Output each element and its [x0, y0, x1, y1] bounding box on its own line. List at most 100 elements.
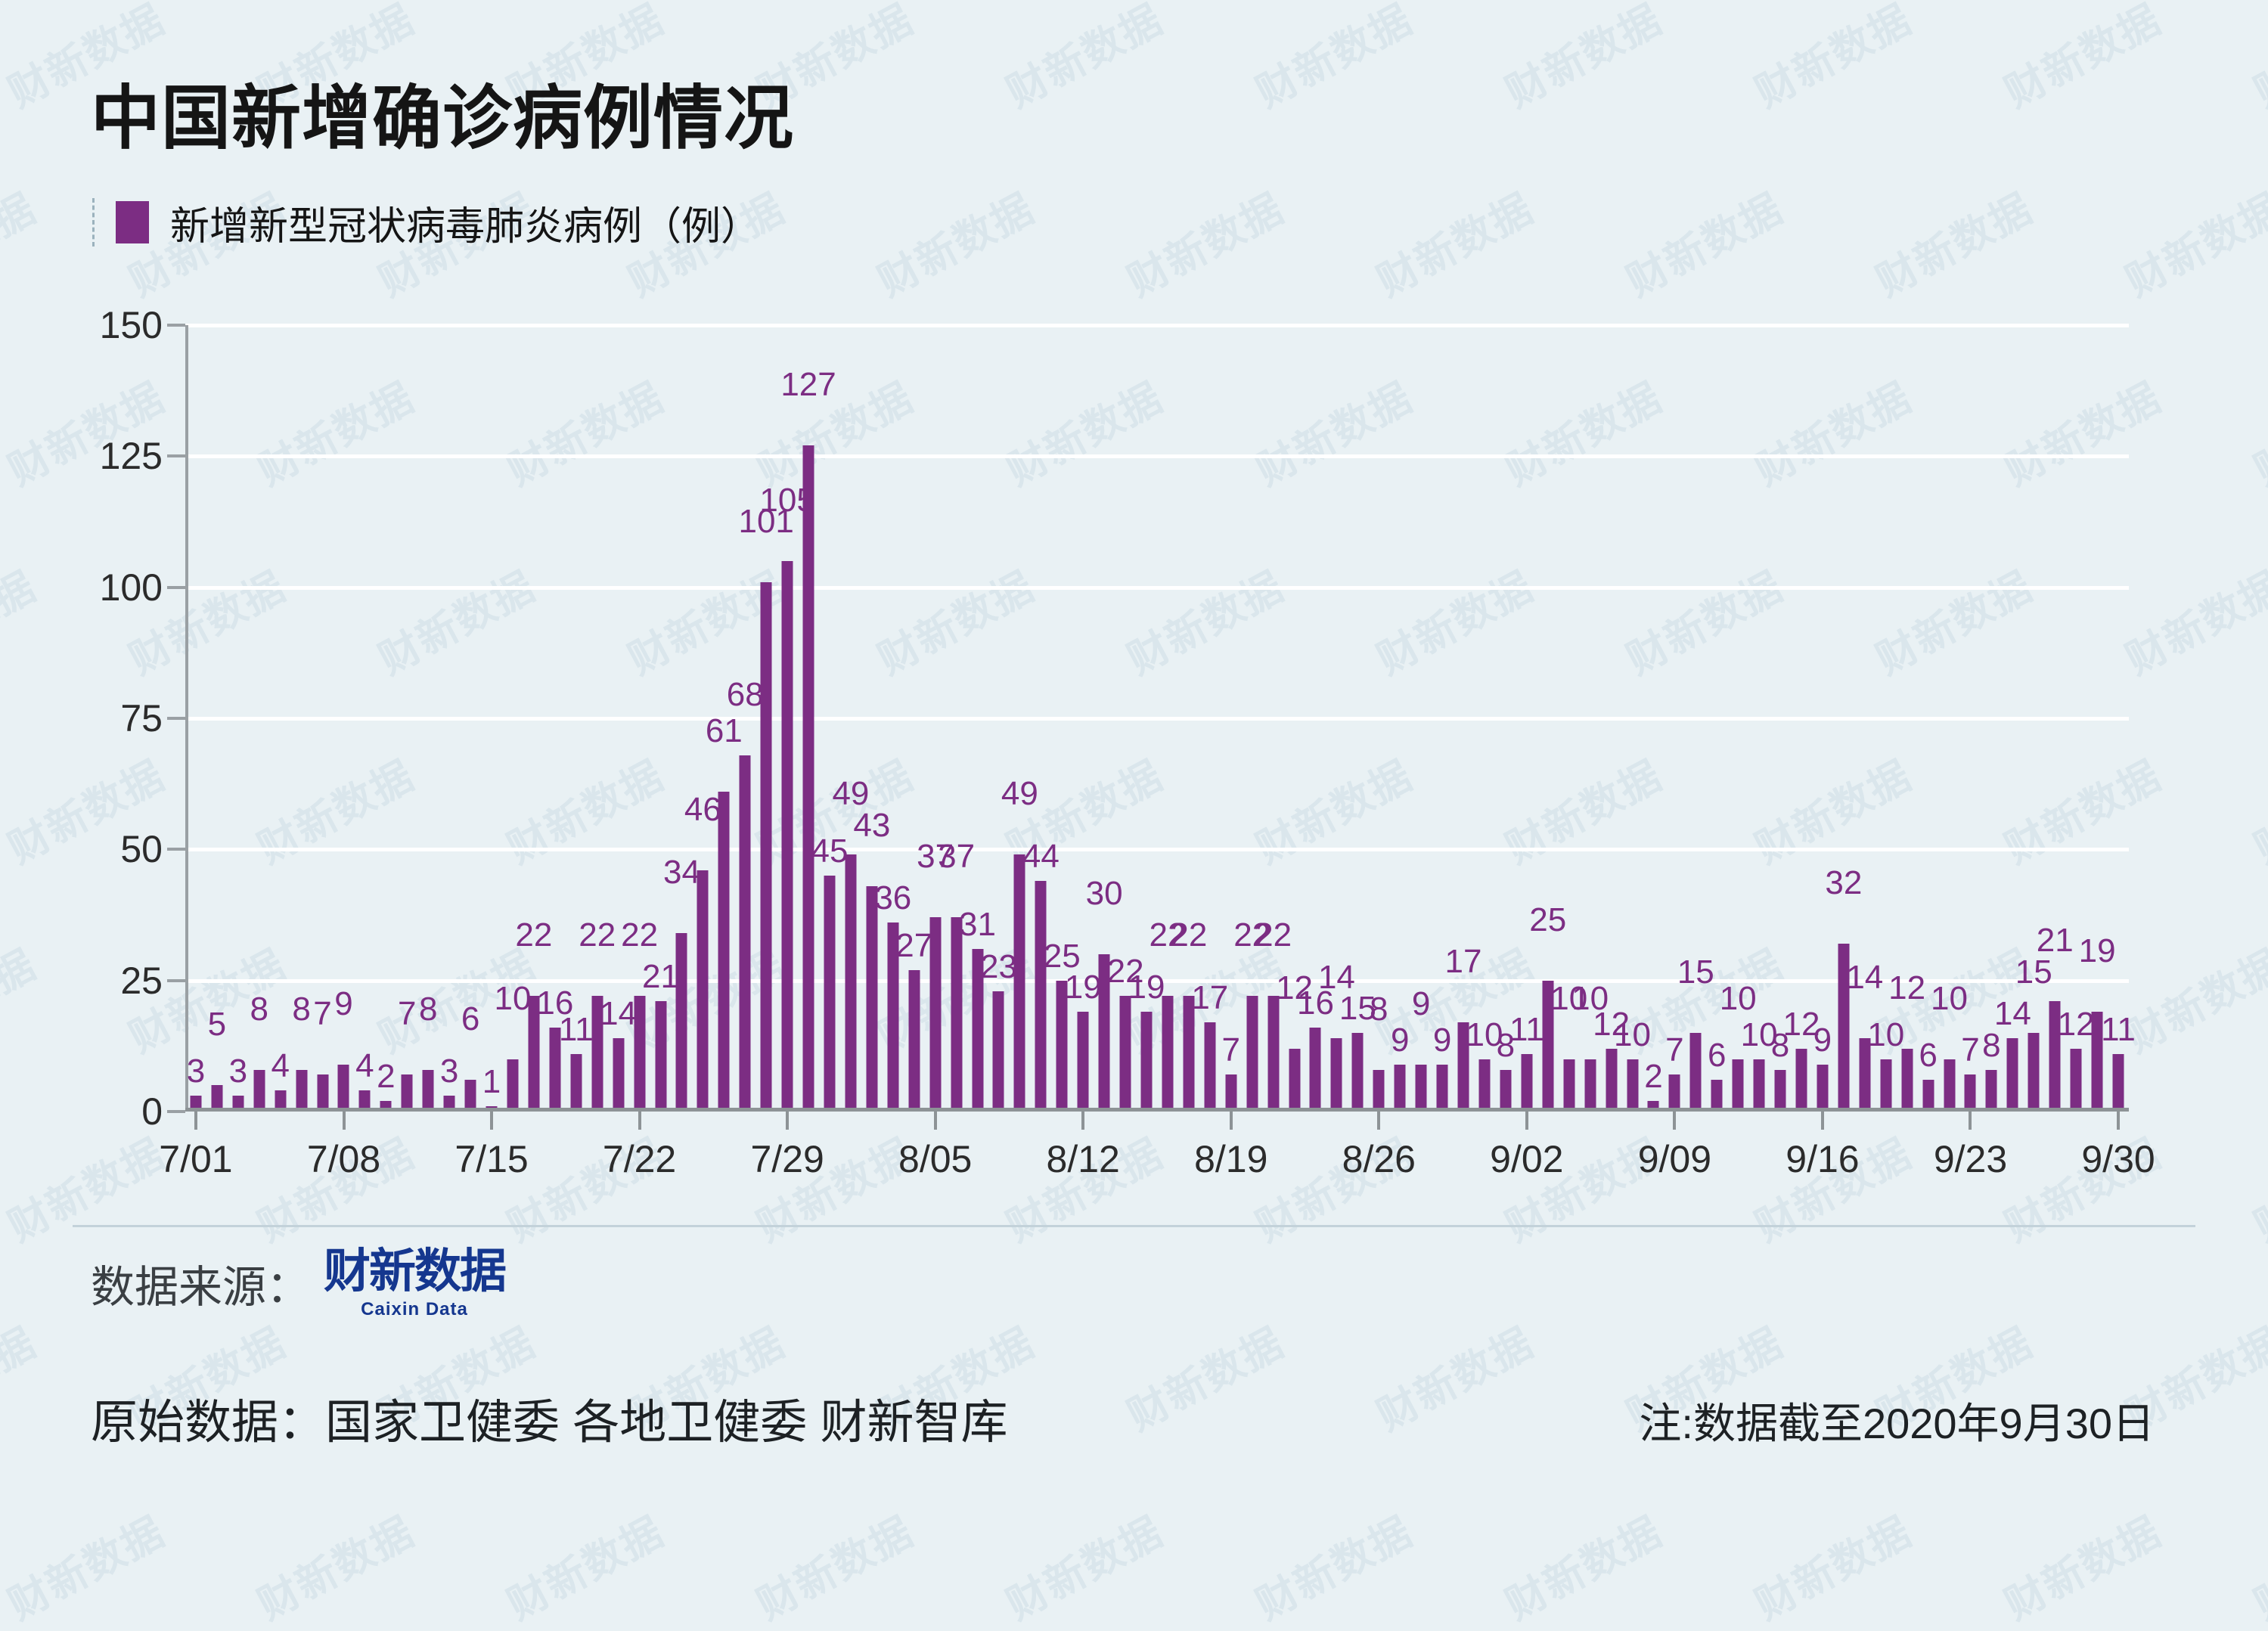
bar-slot[interactable]: 49	[1001, 325, 1038, 1112]
bar[interactable]	[232, 1096, 244, 1112]
bar[interactable]	[1753, 1059, 1765, 1112]
bar[interactable]	[1542, 980, 1554, 1112]
bar[interactable]	[866, 885, 878, 1112]
bar[interactable]	[1732, 1059, 1744, 1112]
bar[interactable]	[1838, 944, 1850, 1112]
bar[interactable]	[655, 1001, 667, 1112]
bar[interactable]	[1627, 1059, 1639, 1112]
bar-slot[interactable]: 3	[439, 325, 460, 1112]
bar-slot[interactable]: 37	[917, 325, 954, 1112]
bar[interactable]	[1478, 1059, 1491, 1112]
bar-slot[interactable]: 7	[1221, 325, 1242, 1112]
bar[interactable]	[739, 755, 751, 1112]
bar[interactable]	[296, 1069, 308, 1112]
bar[interactable]	[1944, 1059, 1956, 1112]
bar-slot[interactable]: 44	[1022, 325, 1060, 1112]
bar-slot[interactable]: 4	[270, 325, 291, 1112]
bar[interactable]	[1289, 1048, 1301, 1112]
bar[interactable]	[1246, 996, 1258, 1112]
bar-slot[interactable]: 3	[228, 325, 249, 1112]
bar-slot[interactable]: 11	[559, 325, 594, 1112]
bar-slot[interactable]: 16	[536, 325, 573, 1112]
bar-slot[interactable]: 22	[1107, 325, 1144, 1112]
bar[interactable]	[1267, 996, 1280, 1112]
bar[interactable]	[1309, 1028, 1321, 1112]
bar-slot[interactable]: 61	[706, 325, 743, 1112]
bar[interactable]	[2112, 1053, 2124, 1112]
bar[interactable]	[1119, 996, 1131, 1112]
bar[interactable]	[2070, 1048, 2082, 1112]
bar[interactable]	[1606, 1048, 1618, 1112]
bar[interactable]	[1013, 854, 1025, 1112]
bar[interactable]	[1183, 996, 1195, 1112]
bar[interactable]	[253, 1069, 265, 1112]
bar-slot[interactable]: 10	[494, 325, 531, 1112]
bar[interactable]	[2028, 1033, 2040, 1112]
bar-slot[interactable]: 22	[1149, 325, 1186, 1112]
bar[interactable]	[1817, 1064, 1829, 1112]
bar[interactable]	[337, 1064, 349, 1112]
bar[interactable]	[1880, 1059, 1892, 1112]
bar[interactable]	[1415, 1064, 1427, 1112]
bar-slot[interactable]: 30	[1086, 325, 1123, 1112]
bar-slot[interactable]: 15	[2015, 325, 2052, 1112]
bar-slot[interactable]: 14	[1318, 325, 1355, 1112]
bar-slot[interactable]: 6	[1706, 325, 1727, 1112]
bar[interactable]	[1521, 1053, 1533, 1112]
bar-slot[interactable]: 10	[1614, 325, 1651, 1112]
bar-slot[interactable]: 10	[1867, 325, 1904, 1112]
bar-slot[interactable]: 46	[684, 325, 721, 1112]
bar-slot[interactable]: 21	[2037, 325, 2074, 1112]
bar[interactable]	[992, 991, 1004, 1112]
bar[interactable]	[464, 1080, 476, 1112]
bar-slot[interactable]: 8	[417, 325, 439, 1112]
bar-slot[interactable]: 36	[874, 325, 911, 1112]
bar[interactable]	[781, 561, 793, 1112]
bar-slot[interactable]: 10	[1466, 325, 1503, 1112]
bar-slot[interactable]: 8	[291, 325, 312, 1112]
bar-slot[interactable]: 11	[2101, 325, 2136, 1112]
bar-slot[interactable]: 8	[1981, 325, 2002, 1112]
bar-slot[interactable]: 2	[1643, 325, 1665, 1112]
bar-slot[interactable]: 22	[1233, 325, 1271, 1112]
bar-slot[interactable]: 22	[1170, 325, 1207, 1112]
bar-slot[interactable]: 22	[621, 325, 658, 1112]
bar[interactable]	[675, 933, 687, 1112]
bar-slot[interactable]: 32	[1825, 325, 1862, 1112]
bar[interactable]	[1859, 1037, 1871, 1112]
bar-slot[interactable]: 2	[375, 325, 396, 1112]
bar-slot[interactable]: 12	[1276, 325, 1313, 1112]
bar-slot[interactable]: 127	[780, 325, 836, 1112]
bar[interactable]	[1035, 880, 1047, 1112]
bar[interactable]	[1077, 1012, 1089, 1112]
bar[interactable]	[1795, 1048, 1807, 1112]
bar[interactable]	[549, 1028, 561, 1112]
bar-slot[interactable]: 9	[1389, 325, 1410, 1112]
bar-slot[interactable]: 31	[959, 325, 996, 1112]
bar-slot[interactable]: 8	[1770, 325, 1791, 1112]
bar-slot[interactable]: 45	[811, 325, 848, 1112]
bar-slot[interactable]: 68	[727, 325, 764, 1112]
bar[interactable]	[760, 581, 772, 1112]
bar[interactable]	[190, 1096, 202, 1112]
bar-slot[interactable]: 43	[853, 325, 890, 1112]
bar[interactable]	[1668, 1074, 1680, 1112]
bar[interactable]	[591, 996, 603, 1112]
bar-slot[interactable]: 8	[1495, 325, 1516, 1112]
bar[interactable]	[613, 1037, 625, 1112]
bar-slot[interactable]: 12	[1888, 325, 1925, 1112]
bar-slot[interactable]: 10	[1550, 325, 1587, 1112]
bar-slot[interactable]: 14	[600, 325, 637, 1112]
bar-slot[interactable]: 19	[2079, 325, 2116, 1112]
bar-slot[interactable]: 7	[312, 325, 334, 1112]
bar-slot[interactable]: 14	[1846, 325, 1883, 1112]
bar[interactable]	[1964, 1074, 1976, 1112]
bar[interactable]	[1140, 1012, 1153, 1112]
bar[interactable]	[422, 1069, 434, 1112]
bar[interactable]	[1711, 1080, 1723, 1112]
bar[interactable]	[2091, 1012, 2103, 1112]
bar-slot[interactable]: 17	[1191, 325, 1228, 1112]
bar[interactable]	[1901, 1048, 1913, 1112]
bar-slot[interactable]: 9	[1410, 325, 1432, 1112]
bar[interactable]	[845, 854, 857, 1112]
